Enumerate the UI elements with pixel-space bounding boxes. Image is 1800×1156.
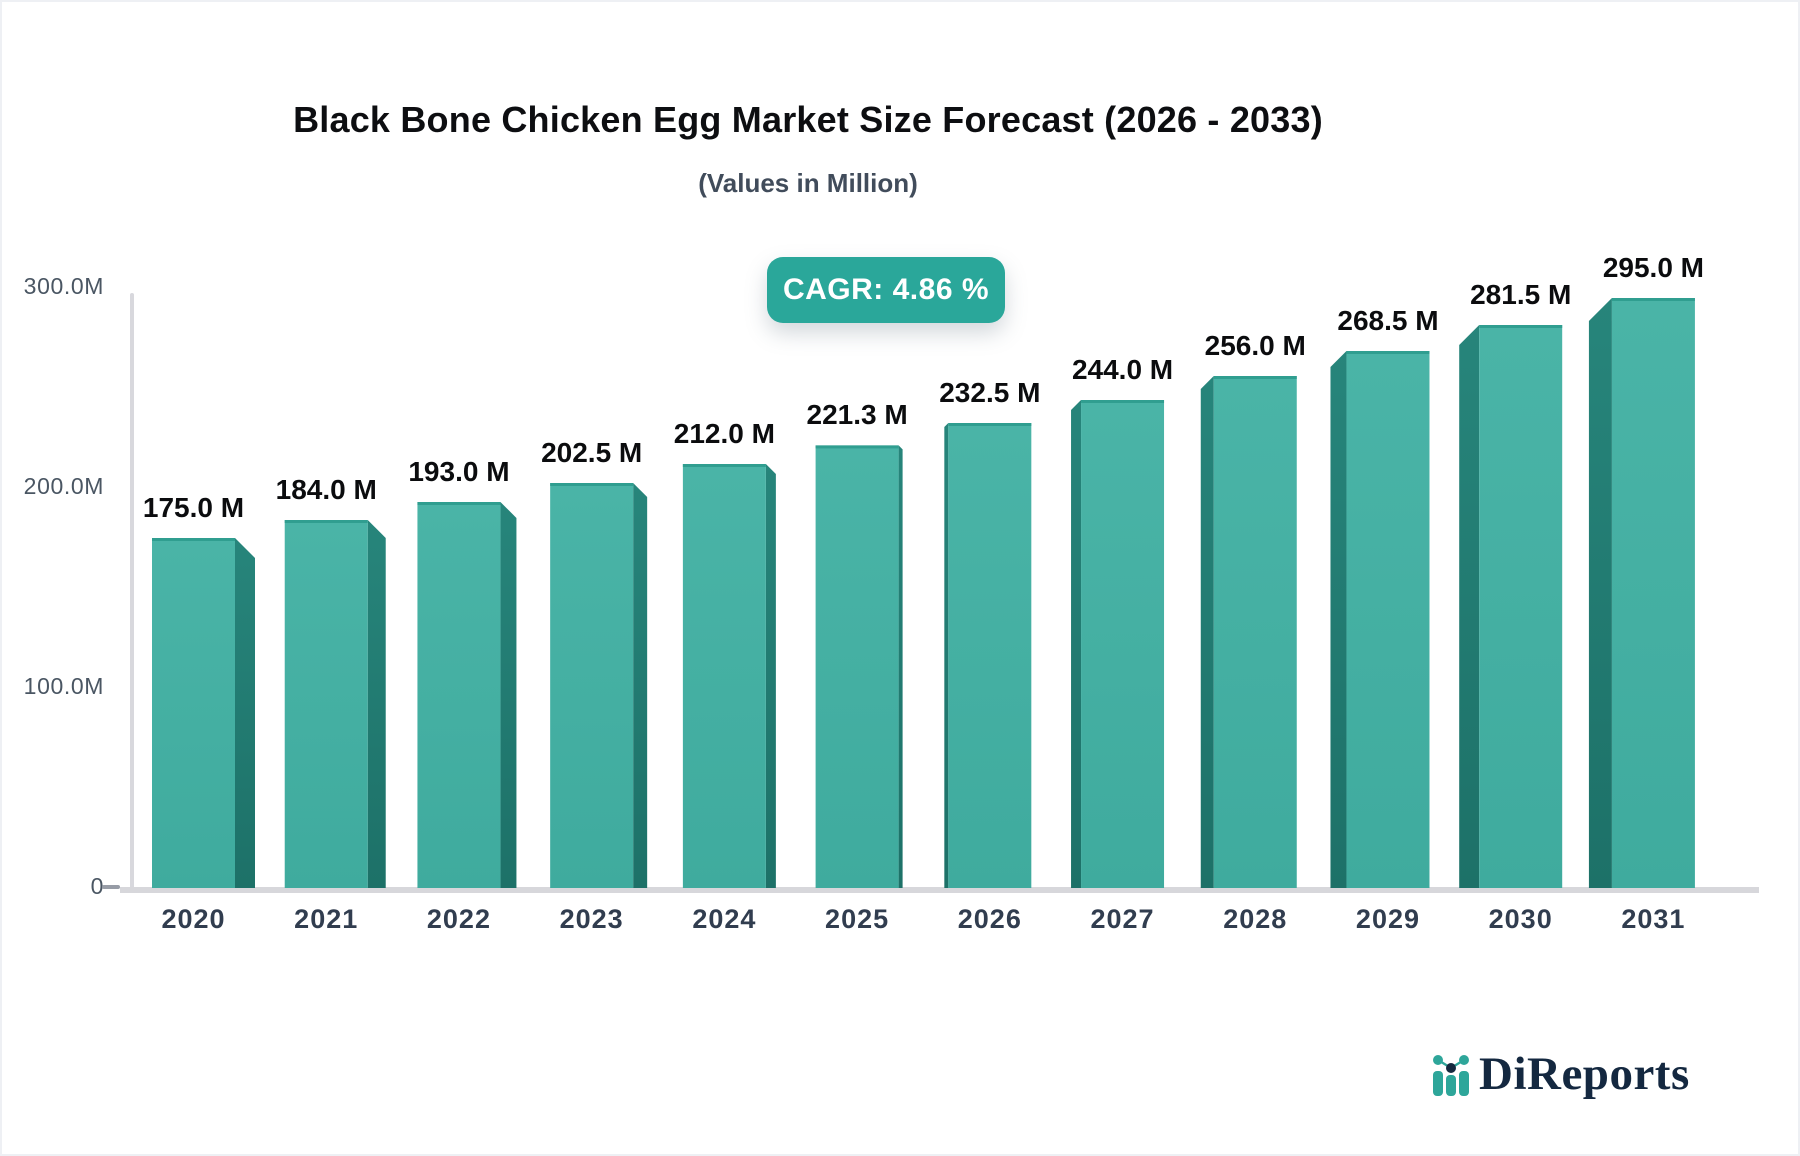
- page-subtitle: (Values in Million): [698, 168, 918, 198]
- x-axis-line: [120, 887, 1759, 893]
- bar-value-label: 202.5 M: [541, 437, 643, 468]
- bar-2024[interactable]: [682, 464, 766, 888]
- bar-2026[interactable]: [948, 423, 1032, 888]
- bar-2023[interactable]: [550, 483, 634, 888]
- x-axis-label: 2022: [426, 904, 491, 934]
- y-axis-tick-label: 0: [90, 873, 104, 899]
- y-axis-tick-label: 200.0M: [23, 473, 104, 499]
- bar-top-edge: [948, 423, 1032, 426]
- bar-value-label: 193.0 M: [408, 456, 510, 487]
- mini-bar-chart-icon: [1433, 1055, 1469, 1096]
- bar-2021[interactable]: [284, 520, 368, 888]
- bar-top-edge: [815, 445, 899, 449]
- x-axis-label: 2030: [1488, 904, 1553, 934]
- bar-side-face: [1200, 376, 1214, 888]
- bar-2022[interactable]: [417, 502, 501, 888]
- bar-top-edge: [152, 538, 235, 541]
- bar-top-edge: [284, 520, 368, 523]
- bar-value-label: 244.0 M: [1071, 354, 1174, 385]
- bar-2030[interactable]: [1479, 325, 1563, 888]
- bar-side-face: [944, 423, 949, 888]
- bar-side-face: [235, 538, 255, 888]
- bar-2025[interactable]: [815, 445, 899, 888]
- y-axis-zero-tick: [102, 885, 120, 889]
- x-axis-label: 2024: [692, 904, 757, 934]
- cagr-badge: CAGR: 4.86 %: [767, 257, 1005, 323]
- bar-value-label: 232.5 M: [939, 377, 1041, 408]
- y-axis-tick-label: 300.0M: [23, 273, 104, 299]
- bar-value-label: 281.5 M: [1470, 279, 1572, 310]
- bar-value-label: 212.0 M: [673, 418, 775, 449]
- x-axis-label: 2028: [1223, 904, 1288, 934]
- bar-side-face: [500, 502, 517, 888]
- bar-side-face: [1071, 400, 1082, 888]
- bar-top-edge: [682, 464, 766, 467]
- bar-top-edge: [417, 502, 501, 505]
- bar-side-face: [633, 483, 648, 888]
- bar-value-label: 268.5 M: [1337, 305, 1439, 336]
- x-axis-label: 2026: [957, 904, 1022, 934]
- direports-logo[interactable]: DiReports: [1433, 1038, 1690, 1098]
- bar-top-edge: [1346, 351, 1430, 354]
- bar-side-face: [367, 520, 386, 888]
- bar-2027[interactable]: [1081, 400, 1165, 888]
- x-axis-label: 2023: [559, 904, 624, 934]
- bar-side-face: [1588, 298, 1612, 888]
- cagr-badge-label: CAGR: 4.86 %: [782, 273, 990, 306]
- bar-top-edge: [1213, 376, 1297, 379]
- y-axis-line: [130, 293, 134, 891]
- bar-2031[interactable]: [1611, 298, 1695, 888]
- bar-value-label: 175.0 M: [142, 492, 245, 523]
- bar-2029[interactable]: [1346, 351, 1430, 888]
- x-axis-label: 2029: [1355, 904, 1421, 934]
- bar-2020[interactable]: [152, 538, 235, 888]
- bar-side-face: [898, 445, 903, 888]
- x-axis-label: 2025: [825, 904, 890, 934]
- bar-value-label: 256.0 M: [1204, 330, 1306, 361]
- x-axis-label: 2027: [1090, 904, 1155, 934]
- bar-2028[interactable]: [1213, 376, 1297, 888]
- x-axis-label: 2021: [294, 904, 359, 934]
- y-axis-tick-label: 100.0M: [23, 673, 104, 699]
- bar-side-face: [765, 464, 776, 888]
- bar-side-face: [1330, 351, 1347, 888]
- logo-text: DiReports: [1479, 1048, 1690, 1100]
- bar-value-label: 221.3 M: [806, 399, 908, 431]
- bar-value-label: 184.0 M: [275, 474, 377, 505]
- bar-side-face: [1459, 325, 1480, 888]
- bar-top-edge: [1081, 400, 1165, 403]
- bar-value-label: 295.0 M: [1602, 252, 1704, 283]
- x-axis-label: 2020: [161, 904, 226, 934]
- x-axis-label: 2031: [1621, 904, 1686, 934]
- bar-top-edge: [1611, 298, 1695, 301]
- page-title: Black Bone Chicken Egg Market Size Forec…: [293, 99, 1323, 140]
- bar-top-edge: [1479, 325, 1563, 328]
- bar-top-edge: [550, 483, 634, 486]
